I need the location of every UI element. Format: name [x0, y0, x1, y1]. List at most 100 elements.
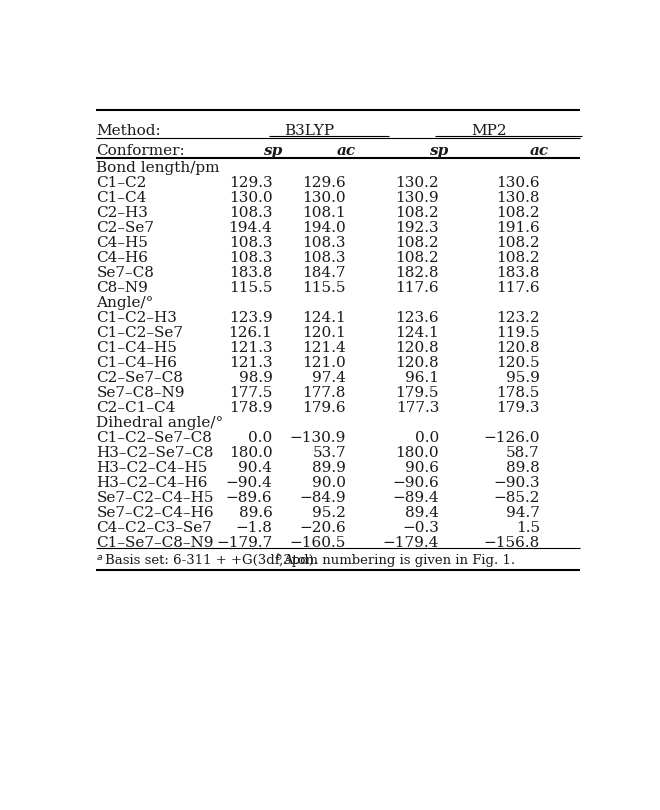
Text: −90.4: −90.4: [226, 476, 273, 490]
Text: C4–C2–C3–Se7: C4–C2–C3–Se7: [96, 521, 213, 535]
Text: 108.2: 108.2: [395, 236, 439, 249]
Text: Atom numbering is given in Fig. 1.: Atom numbering is given in Fig. 1.: [283, 554, 515, 567]
Text: −160.5: −160.5: [290, 536, 346, 550]
Text: −0.3: −0.3: [402, 521, 439, 535]
Text: 121.4: 121.4: [302, 341, 346, 355]
Text: 177.5: 177.5: [229, 386, 273, 400]
Text: C2–C1–C4: C2–C1–C4: [96, 401, 176, 415]
Text: −126.0: −126.0: [483, 431, 540, 445]
Text: C2–H3: C2–H3: [96, 206, 148, 220]
Text: 130.6: 130.6: [496, 176, 540, 190]
Text: 183.8: 183.8: [229, 266, 273, 279]
Text: Bond length/pm: Bond length/pm: [96, 160, 220, 175]
Text: 123.2: 123.2: [496, 311, 540, 325]
Text: 53.7: 53.7: [312, 446, 346, 460]
Text: 194.4: 194.4: [228, 221, 273, 235]
Text: −89.4: −89.4: [393, 491, 439, 505]
Text: 130.8: 130.8: [496, 191, 540, 205]
Text: 123.6: 123.6: [395, 311, 439, 325]
Text: 120.8: 120.8: [395, 341, 439, 355]
Text: Se7–C2–C4–H5: Se7–C2–C4–H5: [96, 491, 214, 505]
Text: H3–C2–Se7–C8: H3–C2–Se7–C8: [96, 446, 214, 460]
Text: Se7–C8–N9: Se7–C8–N9: [96, 386, 185, 400]
Text: −90.6: −90.6: [392, 476, 439, 490]
Text: 130.0: 130.0: [302, 191, 346, 205]
Text: 120.8: 120.8: [496, 341, 540, 355]
Text: 117.6: 117.6: [496, 281, 540, 295]
Text: 192.3: 192.3: [395, 221, 439, 235]
Text: Se7–C2–C4–H6: Se7–C2–C4–H6: [96, 506, 214, 520]
Text: H3–C2–C4–H5: H3–C2–C4–H5: [96, 461, 208, 475]
Text: −179.4: −179.4: [383, 536, 439, 550]
Text: 121.0: 121.0: [302, 356, 346, 370]
Text: 115.5: 115.5: [302, 281, 346, 295]
Text: 95.9: 95.9: [506, 371, 540, 385]
Text: ac: ac: [530, 144, 549, 158]
Text: 179.5: 179.5: [395, 386, 439, 400]
Text: 89.4: 89.4: [405, 506, 439, 520]
Text: C1–C4–H6: C1–C4–H6: [96, 356, 178, 370]
Text: 108.2: 108.2: [395, 251, 439, 265]
Text: 117.6: 117.6: [395, 281, 439, 295]
Text: −85.2: −85.2: [493, 491, 540, 505]
Text: ac: ac: [337, 144, 356, 158]
Text: B3LYP: B3LYP: [284, 124, 334, 139]
Text: 115.5: 115.5: [229, 281, 273, 295]
Text: 123.9: 123.9: [229, 311, 273, 325]
Text: 0.0: 0.0: [414, 431, 439, 445]
Text: sp: sp: [263, 144, 282, 158]
Text: C1–C4: C1–C4: [96, 191, 147, 205]
Text: 108.2: 108.2: [496, 206, 540, 220]
Text: −156.8: −156.8: [484, 536, 540, 550]
Text: $^{b}$: $^{b}$: [275, 554, 282, 567]
Text: 182.8: 182.8: [395, 266, 439, 279]
Text: H3–C2–C4–H6: H3–C2–C4–H6: [96, 476, 208, 490]
Text: 119.5: 119.5: [496, 326, 540, 340]
Text: 98.9: 98.9: [238, 371, 273, 385]
Text: 180.0: 180.0: [395, 446, 439, 460]
Text: 178.5: 178.5: [496, 386, 540, 400]
Text: 90.6: 90.6: [405, 461, 439, 475]
Text: C2–Se7: C2–Se7: [96, 221, 154, 235]
Text: −90.3: −90.3: [493, 476, 540, 490]
Text: 58.7: 58.7: [506, 446, 540, 460]
Text: 129.6: 129.6: [302, 176, 346, 190]
Text: −20.6: −20.6: [299, 521, 346, 535]
Text: C1–C4–H5: C1–C4–H5: [96, 341, 178, 355]
Text: 194.0: 194.0: [302, 221, 346, 235]
Text: 124.1: 124.1: [302, 311, 346, 325]
Text: 177.3: 177.3: [395, 401, 439, 415]
Text: 0.0: 0.0: [248, 431, 273, 445]
Text: −89.6: −89.6: [226, 491, 273, 505]
Text: C1–C2: C1–C2: [96, 176, 147, 190]
Text: 108.2: 108.2: [395, 206, 439, 220]
Text: 179.6: 179.6: [302, 401, 346, 415]
Text: C1–C2–Se7: C1–C2–Se7: [96, 326, 183, 340]
Text: C1–Se7–C8–N9: C1–Se7–C8–N9: [96, 536, 214, 550]
Text: 120.8: 120.8: [395, 356, 439, 370]
Text: 89.9: 89.9: [312, 461, 346, 475]
Text: 179.3: 179.3: [496, 401, 540, 415]
Text: 108.3: 108.3: [229, 206, 273, 220]
Text: sp: sp: [430, 144, 449, 158]
Text: −130.9: −130.9: [290, 431, 346, 445]
Text: Se7–C8: Se7–C8: [96, 266, 154, 279]
Text: 97.4: 97.4: [312, 371, 346, 385]
Text: 90.4: 90.4: [238, 461, 273, 475]
Text: 121.3: 121.3: [229, 341, 273, 355]
Text: 183.8: 183.8: [496, 266, 540, 279]
Text: 121.3: 121.3: [229, 356, 273, 370]
Text: 130.2: 130.2: [395, 176, 439, 190]
Text: −1.8: −1.8: [236, 521, 273, 535]
Text: MP2: MP2: [471, 124, 507, 139]
Text: 108.3: 108.3: [302, 251, 346, 265]
Text: 129.3: 129.3: [229, 176, 273, 190]
Text: 130.9: 130.9: [395, 191, 439, 205]
Text: 108.2: 108.2: [496, 251, 540, 265]
Text: 180.0: 180.0: [229, 446, 273, 460]
Text: 90.0: 90.0: [312, 476, 346, 490]
Text: Dihedral angle/°: Dihedral angle/°: [96, 416, 224, 430]
Text: 108.2: 108.2: [496, 236, 540, 249]
Text: 96.1: 96.1: [405, 371, 439, 385]
Text: 108.3: 108.3: [229, 251, 273, 265]
